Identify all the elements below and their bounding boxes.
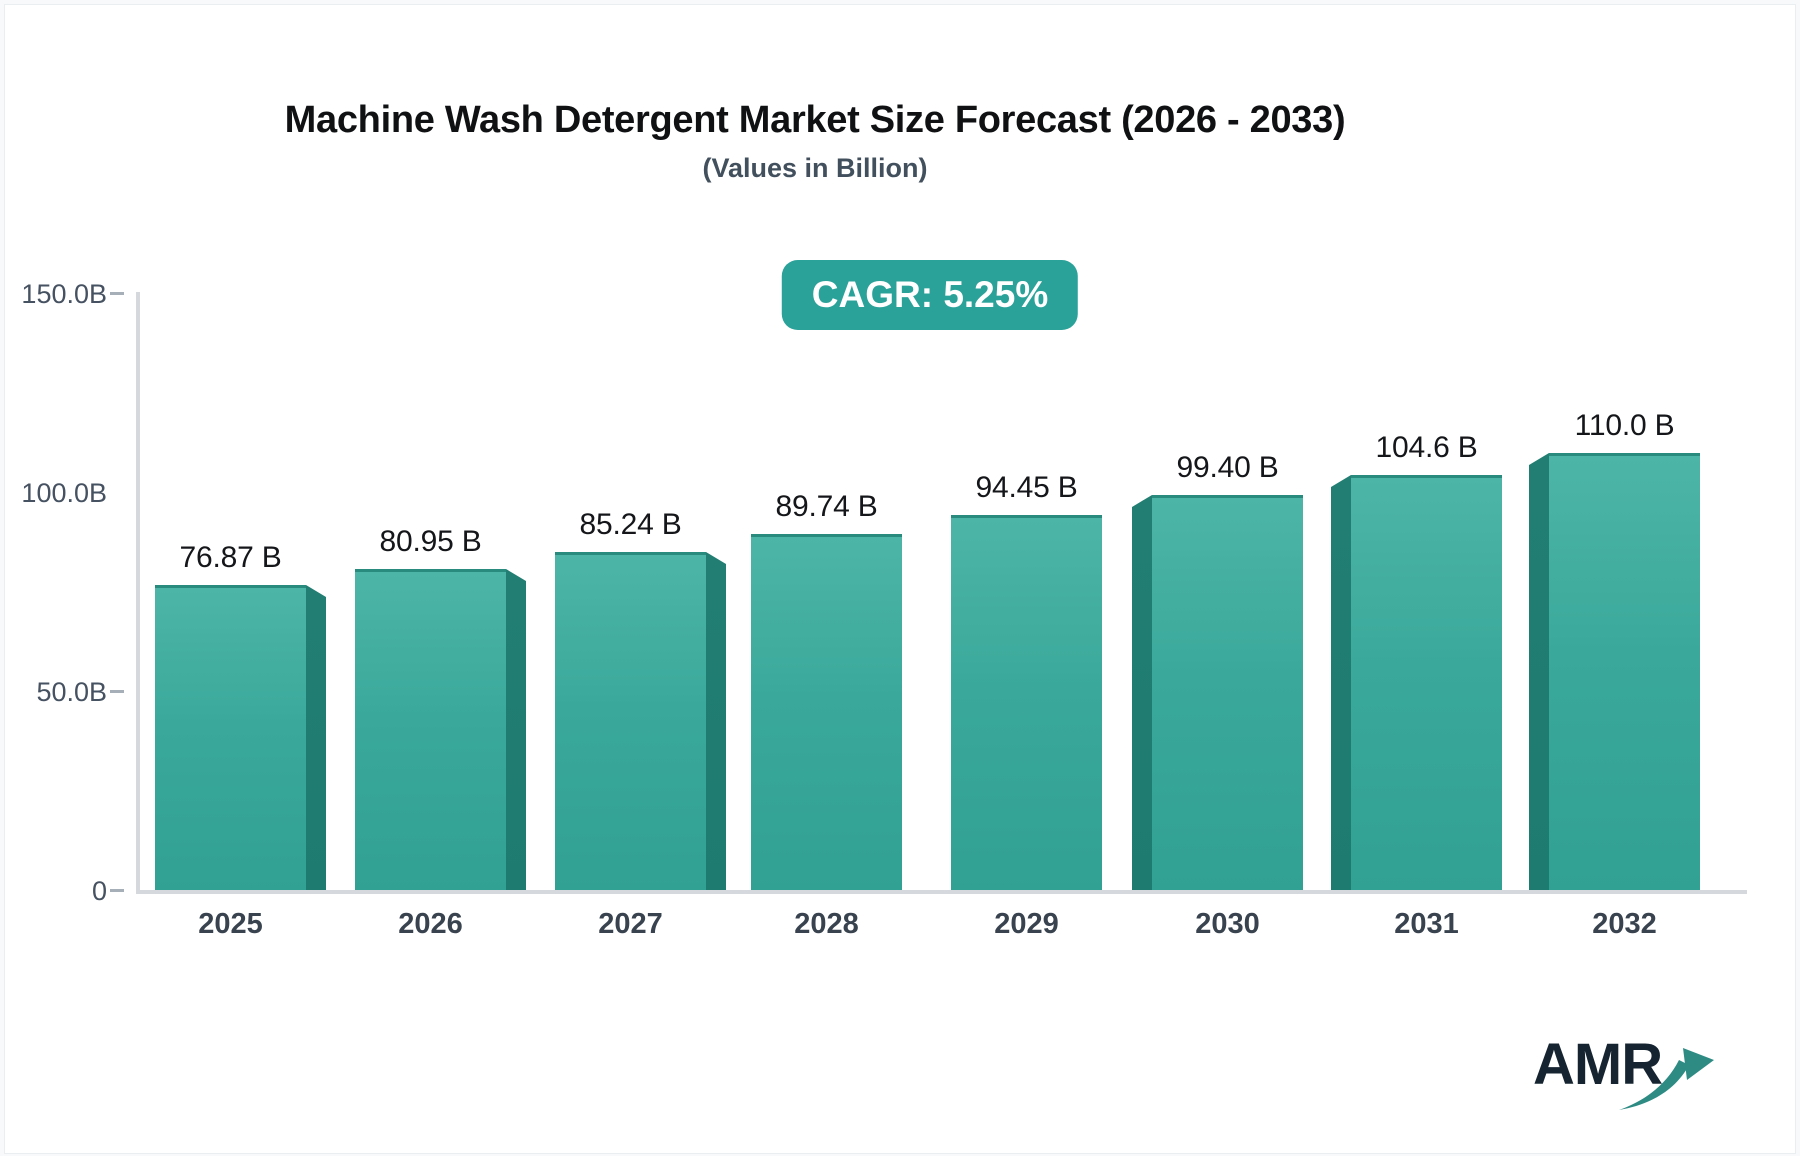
x-axis-label: 2031 <box>1394 908 1459 940</box>
bar-face[interactable] <box>1351 475 1502 891</box>
y-axis-line <box>136 292 140 894</box>
y-axis-label: 100.0B <box>21 478 107 508</box>
bar-face[interactable] <box>951 515 1102 891</box>
bar-side-face <box>506 569 526 893</box>
cagr-badge: CAGR: 5.25% <box>781 260 1079 330</box>
x-axis-label: 2025 <box>198 908 263 940</box>
bar-value-label: 89.74 B <box>775 490 878 523</box>
bar-value-label: 99.40 B <box>1176 451 1279 484</box>
x-axis-label: 2027 <box>598 908 663 940</box>
bar-face[interactable] <box>1549 453 1700 891</box>
x-axis-label: 2032 <box>1592 908 1657 940</box>
bar-side-face <box>706 552 726 893</box>
x-axis-baseline <box>136 890 1747 894</box>
amr-logo-text: AMR <box>1533 1032 1663 1097</box>
bar-face[interactable] <box>355 569 506 891</box>
bar-value-label: 104.6 B <box>1375 431 1478 464</box>
x-axis-label: 2029 <box>994 908 1059 940</box>
y-axis-label: 0 <box>91 876 107 906</box>
x-axis-label: 2028 <box>794 908 859 940</box>
y-axis-tick <box>110 889 124 892</box>
bar-side-face <box>1132 495 1152 893</box>
bar-value-label: 85.24 B <box>579 508 682 541</box>
bar-side-face <box>306 585 326 893</box>
bar-value-label: 76.87 B <box>179 541 282 574</box>
bar-value-label: 110.0 B <box>1574 409 1675 442</box>
chart-title: Machine Wash Detergent Market Size Forec… <box>284 99 1346 141</box>
x-axis-label: 2026 <box>398 908 463 940</box>
bar-face[interactable] <box>751 534 902 891</box>
bar-face[interactable] <box>155 585 306 891</box>
trend-up-arrow-icon <box>1619 1048 1714 1110</box>
bar-face[interactable] <box>555 552 706 891</box>
bar-value-label: 94.45 B <box>975 471 1078 504</box>
bar-side-face <box>1331 475 1351 893</box>
chart-card: Machine Wash Detergent Market Size Forec… <box>4 4 1796 1154</box>
x-axis-label: 2030 <box>1195 908 1260 940</box>
y-axis-tick <box>110 292 124 295</box>
y-axis-label: 150.0B <box>21 279 107 309</box>
chart-subtitle: (Values in Billion) <box>702 153 928 183</box>
bar-side-face <box>1529 453 1549 893</box>
bar-face[interactable] <box>1152 495 1303 891</box>
bar-value-label: 80.95 B <box>379 525 482 558</box>
y-axis-tick <box>110 690 124 693</box>
y-axis-label: 50.0B <box>36 677 107 707</box>
amr-logo: AMR <box>1533 1031 1733 1121</box>
